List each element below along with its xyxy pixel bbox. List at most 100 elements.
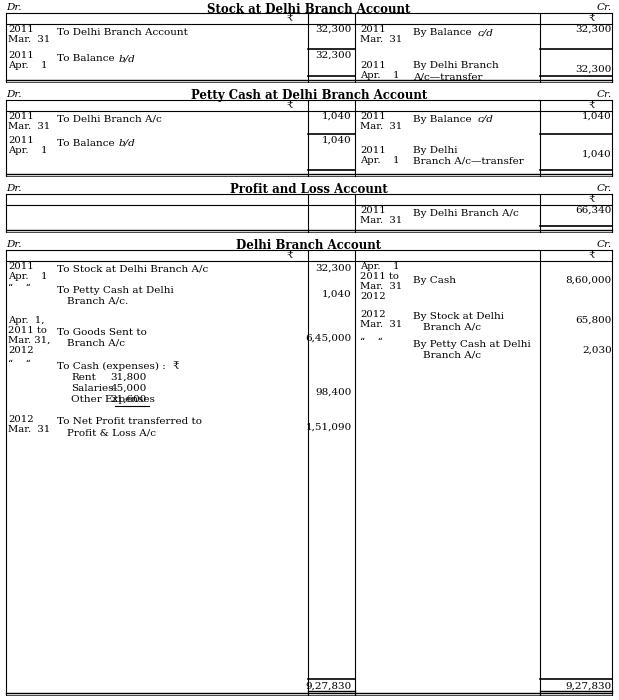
Text: ₹: ₹	[589, 251, 595, 260]
Text: By Stock at Delhi: By Stock at Delhi	[413, 312, 504, 321]
Text: 2012: 2012	[8, 346, 33, 355]
Text: Dr.: Dr.	[6, 90, 22, 99]
Text: Branch A/c—transfer: Branch A/c—transfer	[413, 157, 524, 166]
Text: Apr.    1: Apr. 1	[8, 146, 48, 155]
Text: “    “: “ “	[8, 284, 31, 293]
Text: To Balance: To Balance	[57, 54, 118, 63]
Text: Branch A/c: Branch A/c	[423, 323, 481, 332]
Text: ₹: ₹	[287, 101, 293, 110]
Text: ₹: ₹	[287, 251, 293, 260]
Text: Cr.: Cr.	[597, 3, 612, 12]
Text: Salaries: Salaries	[71, 384, 113, 393]
Text: ₹: ₹	[589, 14, 595, 23]
Text: To Cash (expenses) :: To Cash (expenses) :	[57, 362, 166, 371]
Text: 8,60,000: 8,60,000	[566, 276, 612, 285]
Text: 2012: 2012	[8, 415, 33, 424]
Text: 66,340: 66,340	[576, 206, 612, 215]
Text: 45,000: 45,000	[111, 384, 147, 393]
Text: A/c—transfer: A/c—transfer	[413, 72, 482, 81]
Text: 32,300: 32,300	[576, 25, 612, 34]
Text: By Delhi Branch A/c: By Delhi Branch A/c	[413, 209, 519, 218]
Text: Branch A/c.: Branch A/c.	[67, 297, 128, 306]
Text: Dr.: Dr.	[6, 3, 22, 12]
Text: Cr.: Cr.	[597, 184, 612, 193]
Text: Mar.  31: Mar. 31	[8, 35, 50, 44]
Text: Apr.    1: Apr. 1	[8, 272, 48, 281]
Text: By Delhi Branch: By Delhi Branch	[413, 61, 499, 70]
Text: 21,600: 21,600	[111, 395, 147, 404]
Text: 1,040: 1,040	[322, 136, 352, 145]
Text: Stock at Delhi Branch Account: Stock at Delhi Branch Account	[207, 3, 410, 16]
Text: 9,27,830: 9,27,830	[306, 682, 352, 691]
Text: “    “: “ “	[8, 360, 31, 369]
Text: Profit and Loss Account: Profit and Loss Account	[230, 183, 388, 196]
Text: Mar. 31,: Mar. 31,	[8, 336, 50, 345]
Text: To Delhi Branch A/c: To Delhi Branch A/c	[57, 115, 162, 124]
Text: 2011: 2011	[8, 262, 34, 271]
Text: Mar.  31: Mar. 31	[8, 122, 50, 131]
Text: Apr.  1,: Apr. 1,	[8, 316, 45, 325]
Text: ₹: ₹	[589, 195, 595, 204]
Text: To Net Profit transferred to: To Net Profit transferred to	[57, 417, 202, 426]
Text: 1,040: 1,040	[582, 150, 612, 159]
Text: 2011: 2011	[8, 51, 34, 60]
Text: 2011: 2011	[360, 146, 386, 155]
Text: To Goods Sent to: To Goods Sent to	[57, 328, 147, 337]
Text: 2011: 2011	[360, 112, 386, 121]
Text: Mar.  31: Mar. 31	[360, 216, 402, 225]
Text: ₹: ₹	[173, 362, 180, 371]
Text: 6,45,000: 6,45,000	[306, 334, 352, 343]
Text: Branch A/c: Branch A/c	[423, 351, 481, 360]
Text: 1,040: 1,040	[322, 112, 352, 121]
Text: Rent: Rent	[71, 373, 96, 382]
Text: b/d: b/d	[119, 54, 136, 63]
Text: By Delhi: By Delhi	[413, 146, 457, 155]
Text: Delhi Branch Account: Delhi Branch Account	[236, 239, 381, 252]
Text: ₹: ₹	[287, 14, 293, 23]
Text: To Balance: To Balance	[57, 139, 118, 148]
Text: Cr.: Cr.	[597, 90, 612, 99]
Text: 32,300: 32,300	[316, 51, 352, 60]
Text: 2,030: 2,030	[582, 346, 612, 355]
Text: Mar.  31: Mar. 31	[8, 425, 50, 434]
Text: Petty Cash at Delhi Branch Account: Petty Cash at Delhi Branch Account	[191, 89, 427, 102]
Text: Dr.: Dr.	[6, 184, 22, 193]
Text: Other Expenses: Other Expenses	[71, 395, 155, 404]
Text: To Petty Cash at Delhi: To Petty Cash at Delhi	[57, 286, 174, 295]
Text: 2012: 2012	[360, 292, 386, 301]
Text: Apr.    1: Apr. 1	[360, 262, 399, 271]
Text: Cr.: Cr.	[597, 240, 612, 249]
Text: 2011: 2011	[8, 136, 34, 145]
Text: To Stock at Delhi Branch A/c: To Stock at Delhi Branch A/c	[57, 264, 208, 273]
Text: To Delhi Branch Account: To Delhi Branch Account	[57, 28, 188, 37]
Text: 32,300: 32,300	[316, 25, 352, 34]
Text: 2011: 2011	[360, 61, 386, 70]
Text: c/d: c/d	[478, 115, 494, 124]
Text: By Cash: By Cash	[413, 276, 456, 285]
Text: b/d: b/d	[119, 139, 136, 148]
Text: By Petty Cash at Delhi: By Petty Cash at Delhi	[413, 340, 530, 349]
Text: 1,040: 1,040	[582, 112, 612, 121]
Text: By Balance: By Balance	[413, 28, 475, 37]
Text: 2011: 2011	[8, 25, 34, 34]
Text: Apr.    1: Apr. 1	[360, 156, 399, 165]
Text: Mar.  31: Mar. 31	[360, 122, 402, 131]
Text: 9,27,830: 9,27,830	[566, 682, 612, 691]
Text: 98,400: 98,400	[316, 388, 352, 397]
Text: 2011: 2011	[360, 206, 386, 215]
Text: 1,51,090: 1,51,090	[306, 423, 352, 432]
Text: Mar.  31: Mar. 31	[360, 282, 402, 291]
Text: 2011: 2011	[8, 112, 34, 121]
Text: 1,040: 1,040	[322, 290, 352, 299]
Text: Mar.  31: Mar. 31	[360, 35, 402, 44]
Text: 32,300: 32,300	[316, 264, 352, 273]
Text: Apr.    1: Apr. 1	[360, 71, 399, 80]
Text: By Balance: By Balance	[413, 115, 475, 124]
Text: ₹: ₹	[589, 101, 595, 110]
Text: 2011: 2011	[360, 25, 386, 34]
Text: Apr.    1: Apr. 1	[8, 61, 48, 70]
Text: 2011 to: 2011 to	[360, 272, 399, 281]
Text: 65,800: 65,800	[576, 316, 612, 325]
Text: Branch A/c: Branch A/c	[67, 339, 125, 348]
Text: Mar.  31: Mar. 31	[360, 320, 402, 329]
